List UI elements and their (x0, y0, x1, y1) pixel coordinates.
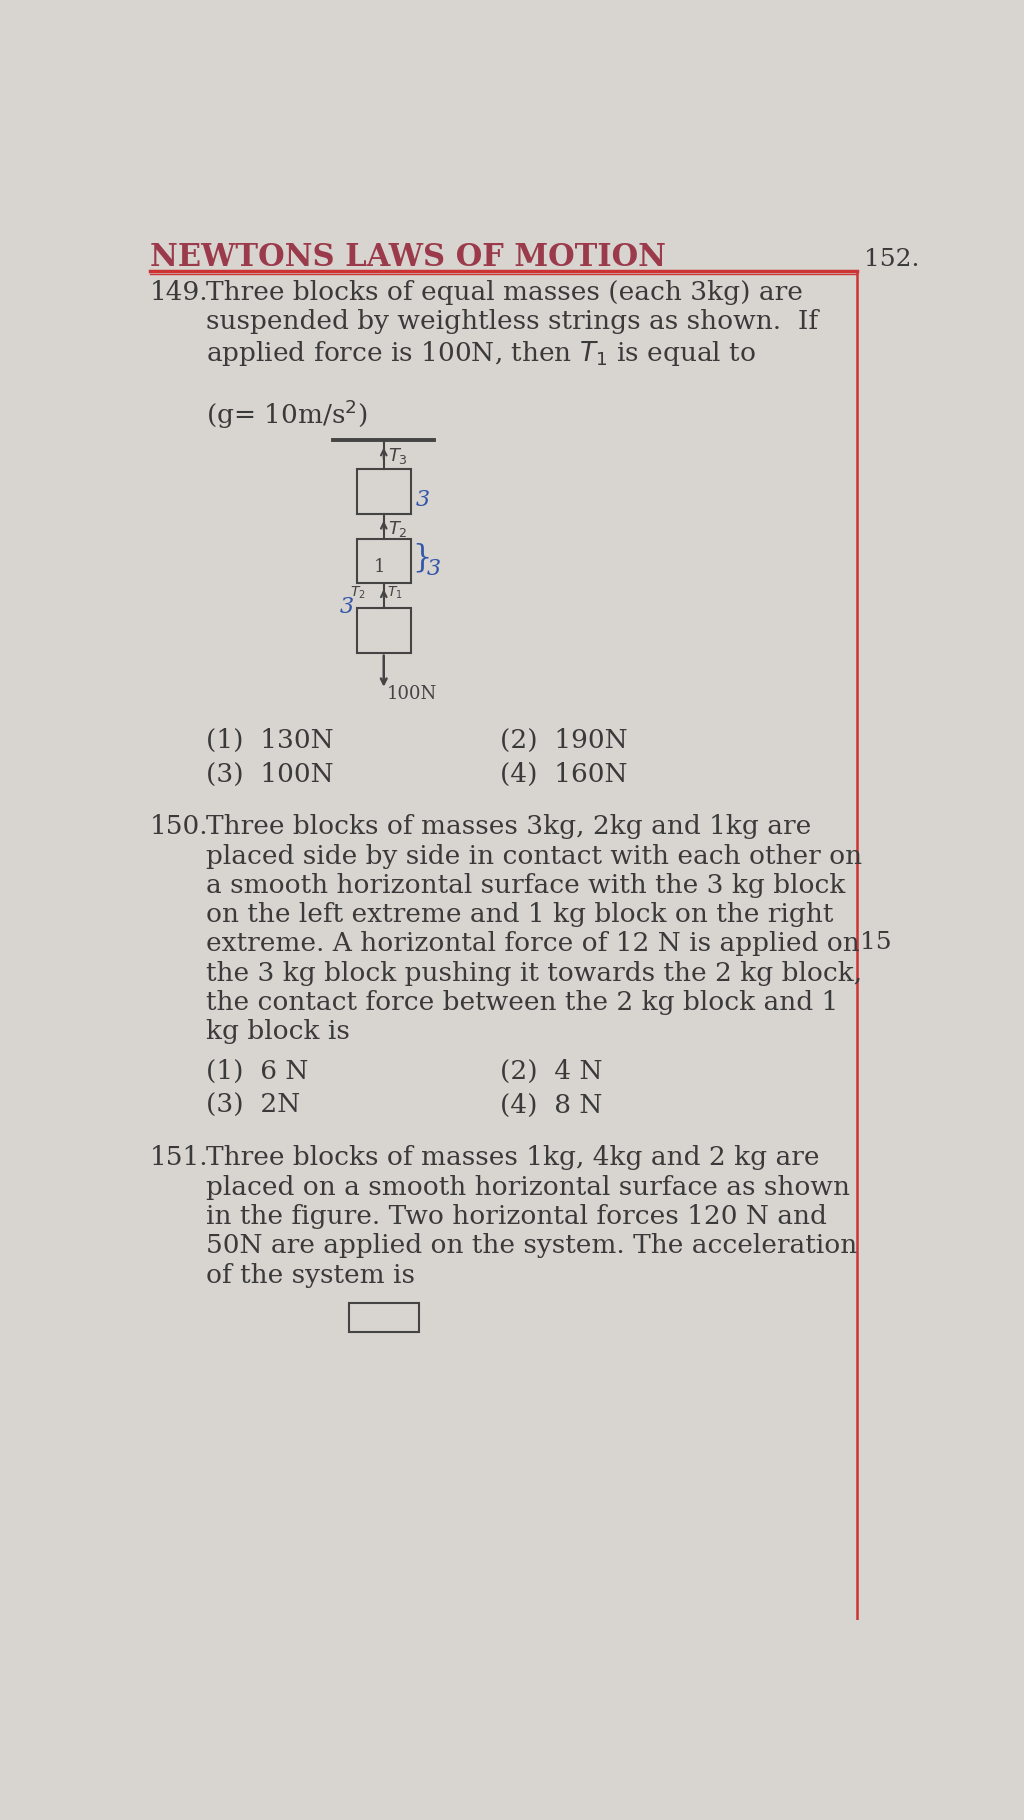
Text: (2)  4 N: (2) 4 N (500, 1059, 602, 1085)
Text: $T_3$: $T_3$ (388, 446, 409, 466)
Text: 149.: 149. (150, 280, 208, 306)
Text: kg block is: kg block is (206, 1019, 349, 1045)
Text: the contact force between the 2 kg block and 1: the contact force between the 2 kg block… (206, 990, 838, 1016)
Text: }: } (413, 542, 432, 573)
Bar (356, 470, 411, 513)
Text: NEWTONS LAWS OF MOTION: NEWTONS LAWS OF MOTION (150, 242, 666, 273)
Text: 151.: 151. (150, 1145, 208, 1170)
Text: 152.: 152. (864, 248, 920, 271)
Text: Three blocks of masses 3kg, 2kg and 1kg are: Three blocks of masses 3kg, 2kg and 1kg … (206, 814, 811, 839)
Text: $T_2$: $T_2$ (388, 519, 409, 539)
Text: Three blocks of masses 1kg, 4kg and 2 kg are: Three blocks of masses 1kg, 4kg and 2 kg… (206, 1145, 819, 1170)
Text: (2)  190N: (2) 190N (500, 728, 628, 753)
Text: suspended by weightless strings as shown.  If: suspended by weightless strings as shown… (206, 309, 817, 335)
Text: $T_1$: $T_1$ (387, 584, 402, 601)
Text: applied force is 100N, then $T_1$ is equal to: applied force is 100N, then $T_1$ is equ… (206, 339, 756, 368)
Bar (349, 1303, 419, 1332)
Text: (1)  130N: (1) 130N (206, 728, 333, 753)
Text: 3: 3 (426, 559, 440, 581)
Text: 3: 3 (416, 490, 430, 511)
Text: on the left extreme and 1 kg block on the right: on the left extreme and 1 kg block on th… (206, 903, 833, 926)
Text: Three blocks of equal masses (each 3kg) are: Three blocks of equal masses (each 3kg) … (206, 280, 803, 306)
Text: (3)  100N: (3) 100N (206, 763, 333, 786)
Text: extreme. A horizontal force of 12 N is applied on: extreme. A horizontal force of 12 N is a… (206, 932, 859, 957)
Text: 15: 15 (860, 932, 892, 954)
Bar (356, 539, 411, 584)
Text: 1: 1 (374, 559, 385, 575)
Text: placed on a smooth horizontal surface as shown: placed on a smooth horizontal surface as… (206, 1174, 850, 1199)
Text: 150.: 150. (150, 814, 208, 839)
Text: 3: 3 (340, 595, 353, 617)
Text: of the system is: of the system is (206, 1263, 415, 1287)
Text: a smooth horizontal surface with the 3 kg block: a smooth horizontal surface with the 3 k… (206, 874, 845, 897)
Text: (1)  6 N: (1) 6 N (206, 1059, 308, 1085)
Text: 100N: 100N (387, 684, 437, 703)
Text: (g= 10m/s$^2$): (g= 10m/s$^2$) (206, 397, 368, 431)
Text: $T_2$: $T_2$ (349, 584, 366, 601)
Text: (4)  8 N: (4) 8 N (500, 1094, 602, 1117)
Text: 50N are applied on the system. The acceleration: 50N are applied on the system. The accel… (206, 1234, 857, 1258)
Text: the 3 kg block pushing it towards the 2 kg block,: the 3 kg block pushing it towards the 2 … (206, 961, 861, 986)
Bar (356, 608, 411, 653)
Text: (3)  2N: (3) 2N (206, 1094, 300, 1117)
Text: (4)  160N: (4) 160N (500, 763, 628, 786)
Text: placed side by side in contact with each other on: placed side by side in contact with each… (206, 844, 861, 868)
Text: in the figure. Two horizontal forces 120 N and: in the figure. Two horizontal forces 120… (206, 1205, 826, 1229)
